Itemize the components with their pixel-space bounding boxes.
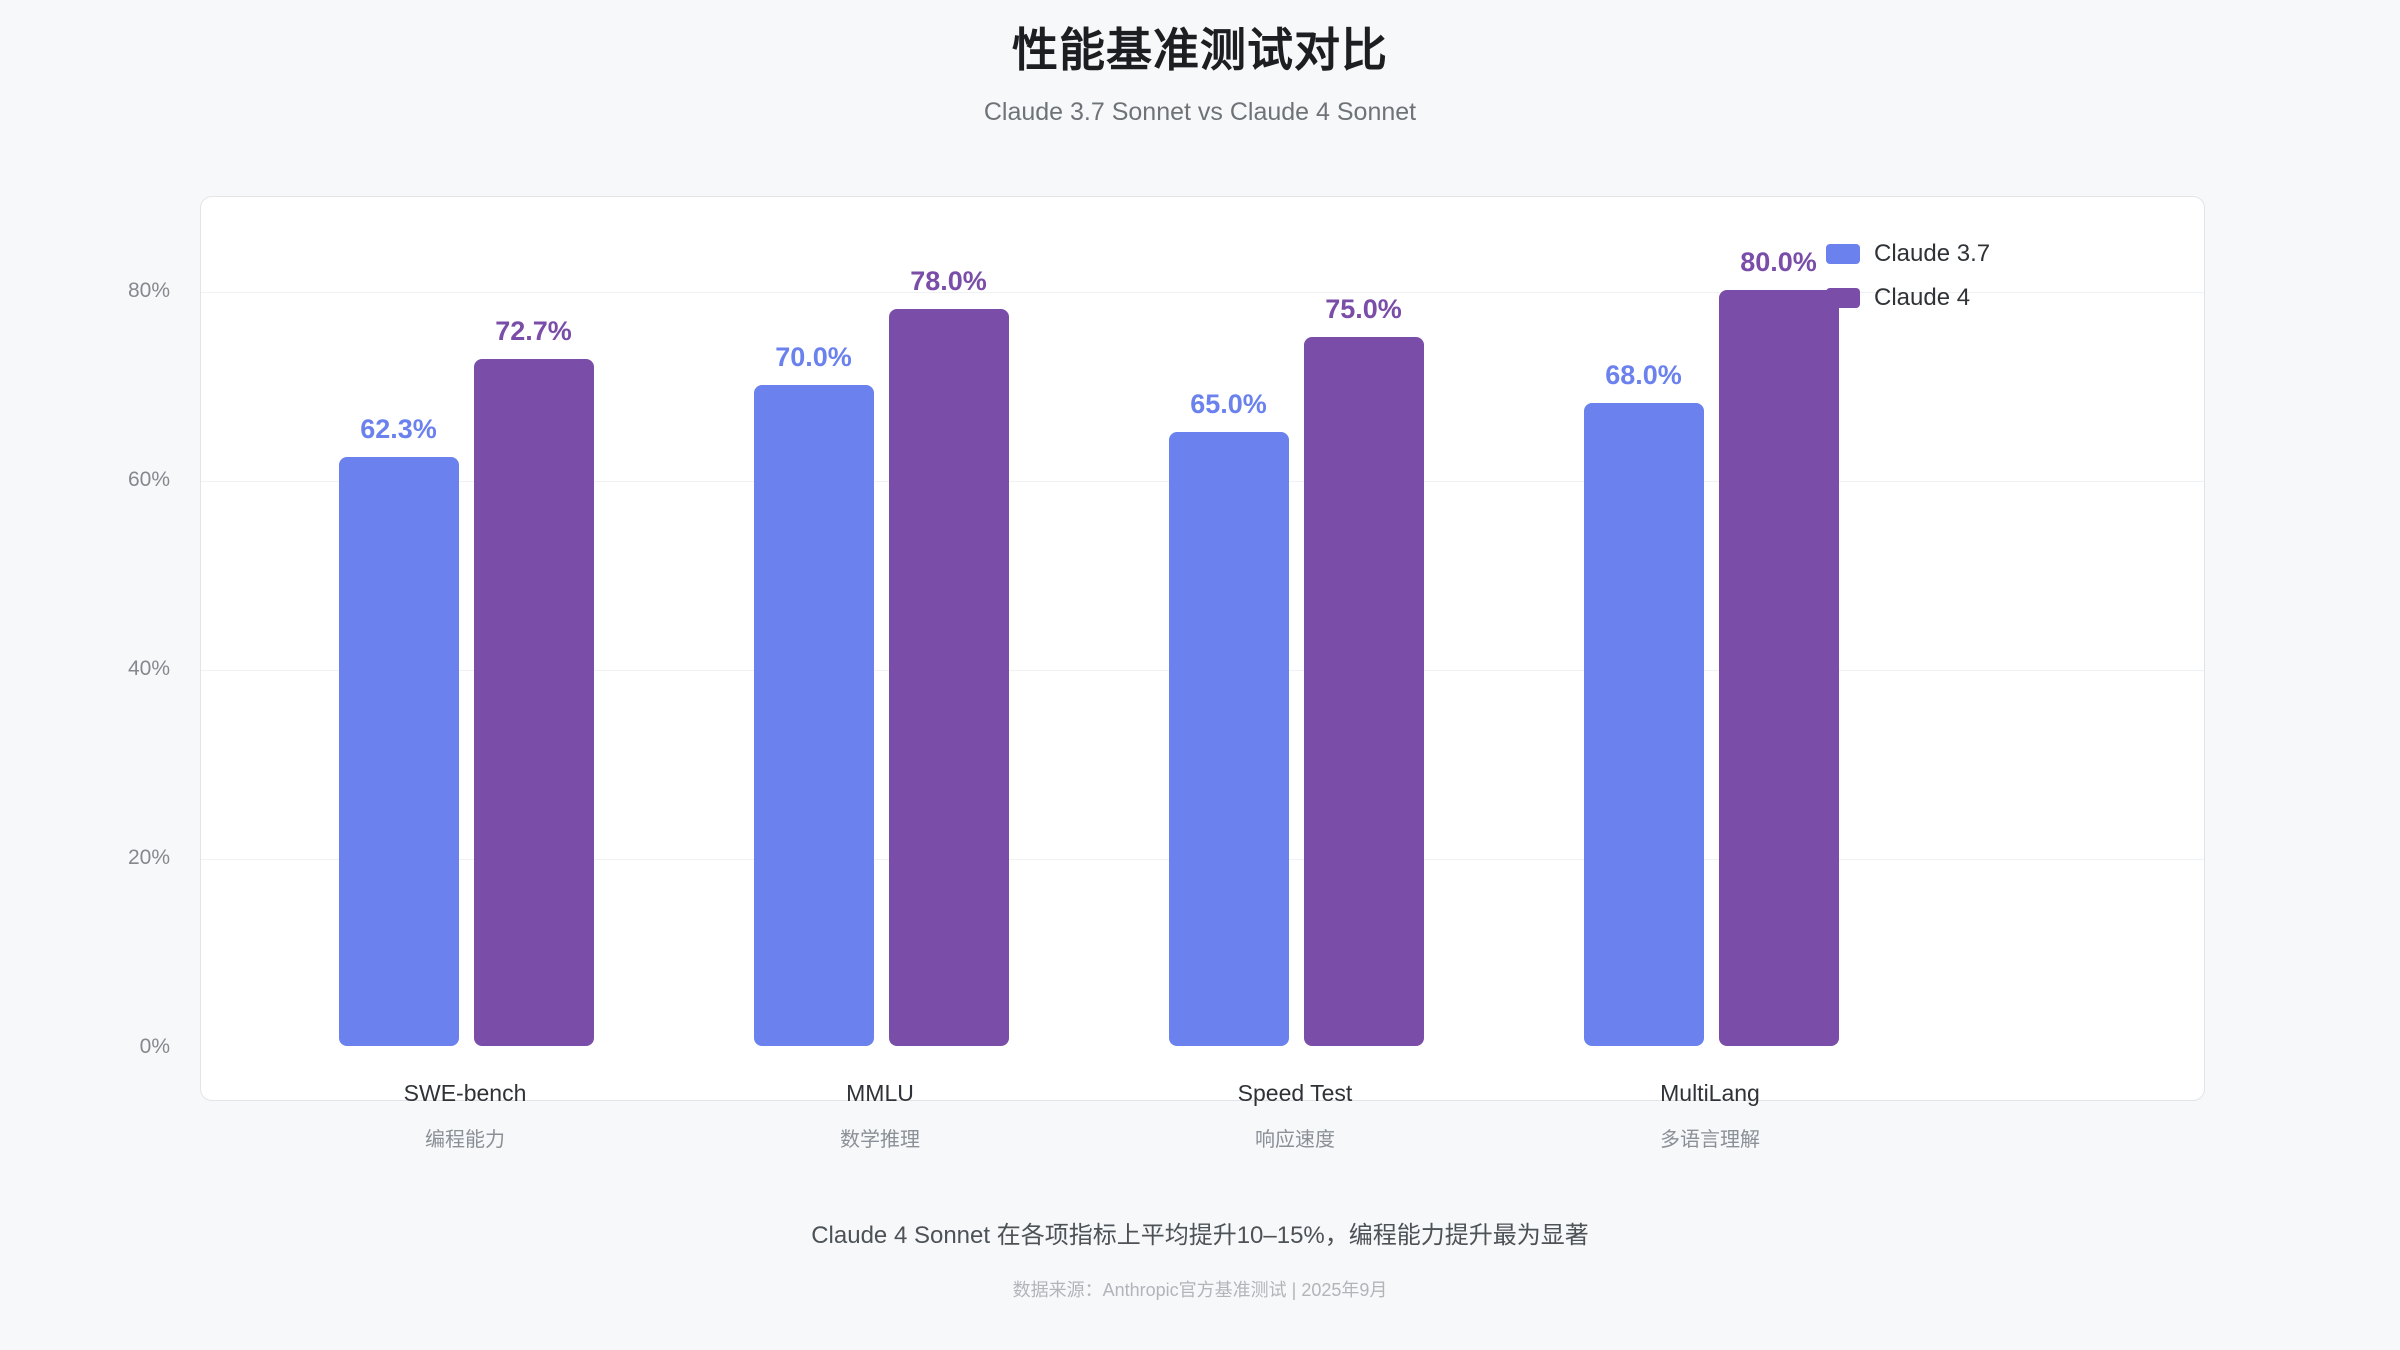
bar-value-label: 80.0%	[1740, 247, 1817, 277]
y-axis-tick: 80%	[127, 279, 170, 302]
x-axis-category-sublabel: 数学推理	[840, 1129, 920, 1151]
bar-value-label: 65.0%	[1190, 388, 1267, 419]
bar[interactable]	[1303, 337, 1424, 1046]
bar[interactable]	[888, 308, 1009, 1046]
y-axis-tick: 20%	[127, 846, 170, 869]
x-axis-category: SWE-bench 编程能力	[404, 1080, 527, 1152]
y-axis-tick: 0%	[139, 1035, 170, 1058]
x-axis-category-name: Speed Test	[1237, 1080, 1353, 1106]
footer-note: Claude 4 Sonnet 在各项指标上平均提升10–15%，编程能力提升最…	[811, 1222, 1589, 1249]
bar[interactable]	[1168, 431, 1289, 1046]
chart-legend: Claude 3.7 Claude 4	[1826, 232, 1990, 320]
x-axis-category-name: MultiLang	[1660, 1080, 1760, 1106]
bar[interactable]	[1583, 403, 1704, 1046]
x-axis-category: MultiLang 多语言理解	[1660, 1080, 1760, 1152]
bar-item[interactable]: 70.0%	[753, 342, 874, 1046]
y-axis: 0% 20% 40% 60% 80%	[0, 196, 195, 1101]
bar-item[interactable]: 65.0%	[1168, 389, 1289, 1046]
page-title: 性能基准测试对比	[1012, 24, 1388, 76]
x-axis-category-sublabel: 响应速度	[1254, 1129, 1335, 1151]
bar[interactable]	[473, 359, 594, 1046]
bar-group: 62.3% 72.7%	[338, 195, 594, 1046]
bar-item[interactable]: 78.0%	[888, 266, 1009, 1046]
legend-item[interactable]: Claude 4	[1826, 276, 1990, 320]
chart-panel: Claude 3.7 Claude 4 62.3% 72.7% 70.0% 78.0% 6…	[200, 196, 2205, 1101]
legend-label: Claude 4	[1874, 284, 1971, 311]
bar-value-label: 70.0%	[775, 341, 852, 372]
bar[interactable]	[753, 384, 874, 1046]
bar-item[interactable]: 62.3%	[338, 414, 459, 1046]
bar-value-label: 62.3%	[360, 414, 437, 445]
bar-item[interactable]: 80.0%	[1718, 247, 1839, 1046]
y-axis-tick: 60%	[127, 468, 170, 491]
x-axis-category-sublabel: 编程能力	[425, 1129, 505, 1151]
y-axis-tick: 40%	[127, 657, 170, 680]
chart-header: 性能基准测试对比 Claude 3.7 Sonnet vs Claude 4 S…	[0, 0, 2400, 127]
bar-group: 68.0% 80.0%	[1583, 195, 1839, 1046]
bar-item[interactable]: 68.0%	[1583, 360, 1704, 1046]
bar-value-label: 78.0%	[910, 265, 987, 296]
x-axis-category-name: MMLU	[846, 1080, 914, 1106]
bar[interactable]	[338, 457, 459, 1046]
plot-area: 62.3% 72.7% 70.0% 78.0% 65.0% 75.0% 68.0% 80.0%	[201, 197, 2204, 1100]
gridline	[201, 292, 2204, 293]
footer-source: 数据来源：Anthropic官方基准测试 | 2025年9月	[1012, 1280, 1388, 1300]
legend-item[interactable]: Claude 3.7	[1826, 232, 1990, 276]
bar-value-label: 68.0%	[1605, 360, 1682, 391]
bar-value-label: 75.0%	[1325, 294, 1402, 325]
bar-group: 70.0% 78.0%	[753, 195, 1009, 1046]
x-axis-category-name: SWE-bench	[403, 1080, 527, 1106]
bar[interactable]	[1718, 290, 1839, 1046]
page-subtitle: Claude 3.7 Sonnet vs Claude 4 Sonnet	[983, 97, 1417, 126]
bar-group: 65.0% 75.0%	[1168, 195, 1424, 1046]
legend-label: Claude 3.7	[1874, 240, 1991, 267]
x-axis-category: MMLU 数学推理	[840, 1080, 920, 1152]
x-axis-category-sublabel: 多语言理解	[1660, 1129, 1760, 1151]
legend-swatch-icon	[1826, 288, 1860, 308]
x-axis-category: Speed Test 响应速度	[1238, 1080, 1353, 1152]
bar-item[interactable]: 72.7%	[473, 316, 594, 1046]
bar-item[interactable]: 75.0%	[1303, 294, 1424, 1046]
bar-value-label: 72.7%	[495, 316, 572, 346]
chart-footer: Claude 4 Sonnet 在各项指标上平均提升10–15%，编程能力提升最…	[0, 1215, 2400, 1302]
legend-swatch-icon	[1826, 244, 1860, 264]
